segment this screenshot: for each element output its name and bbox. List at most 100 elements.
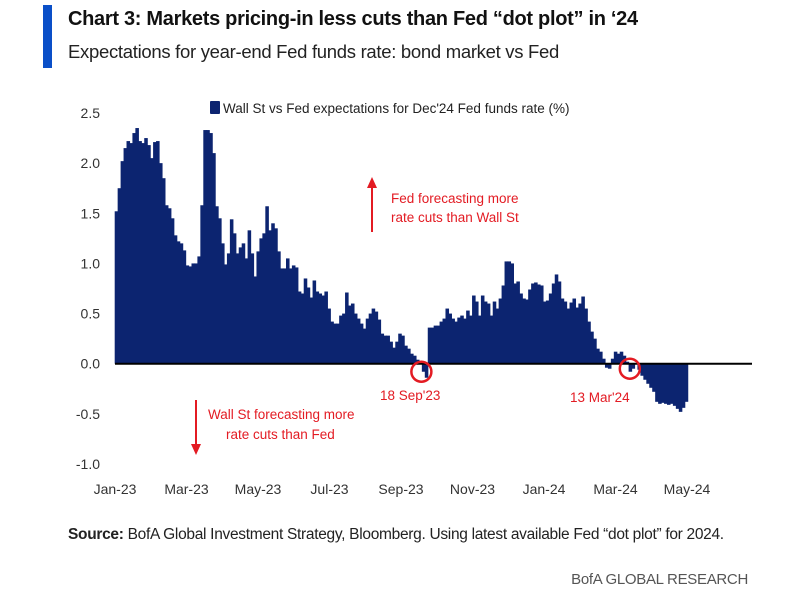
bar [602, 358, 606, 364]
bar [206, 130, 210, 364]
bar [377, 319, 382, 364]
bar [407, 348, 411, 364]
bar [557, 281, 562, 364]
bar [167, 208, 172, 364]
y-tick-label: 0.0 [81, 356, 101, 372]
bar [466, 310, 470, 364]
bar [303, 278, 308, 364]
chart-subtitle: Expectations for year-end Fed funds rate… [68, 41, 560, 62]
bar [280, 268, 284, 364]
bar [404, 345, 408, 364]
bar [359, 323, 364, 364]
bar [587, 321, 591, 364]
bar [442, 318, 447, 364]
bar [684, 363, 689, 402]
bar [563, 301, 568, 364]
sep-marker-circle [410, 360, 433, 383]
bar [259, 238, 263, 364]
bar [531, 283, 535, 364]
bar [339, 315, 343, 364]
bar [353, 313, 358, 364]
annotation-sep: 18 Sep'23 [380, 360, 440, 403]
bar [221, 243, 225, 364]
bar [433, 325, 438, 364]
legend-label: Wall St vs Fed expectations for Dec'24 F… [223, 101, 569, 116]
y-tick-label: 1.5 [81, 205, 101, 221]
bar [247, 230, 252, 364]
bar [483, 301, 488, 364]
x-tick-label: May-23 [235, 481, 282, 497]
bar [141, 143, 145, 364]
bar [566, 308, 571, 364]
bar [229, 219, 234, 364]
bar [664, 363, 668, 404]
bar [501, 285, 506, 364]
bar [604, 363, 609, 368]
legend-swatch [210, 101, 220, 114]
source-note: Source: BofA Global Investment Strategy,… [68, 523, 748, 547]
annotation-up-line-2: rate cuts than Wall St [391, 210, 519, 225]
x-tick-label: Jan-24 [523, 481, 566, 497]
bar [203, 130, 207, 364]
x-tick-label: Jan-23 [94, 481, 137, 497]
bar [528, 289, 532, 364]
bar [374, 311, 379, 364]
source-label: Source: [68, 526, 124, 543]
bar [132, 133, 136, 364]
chart-title: Chart 3: Markets pricing-in less cuts th… [68, 8, 638, 30]
bar [439, 321, 444, 364]
bar [392, 347, 396, 364]
bar [480, 295, 485, 364]
bar [156, 141, 160, 364]
y-tick-label: 1.0 [81, 255, 101, 271]
y-tick-label: 2.0 [81, 155, 101, 171]
bar [265, 206, 269, 364]
bar [365, 318, 370, 364]
bar [472, 295, 476, 364]
annotation-down: Wall St forecasting more rate cuts than … [191, 400, 355, 455]
bar [386, 335, 390, 364]
bar [593, 338, 597, 364]
bar [607, 363, 612, 369]
bar [123, 148, 128, 364]
bar [519, 293, 523, 364]
bar [147, 145, 151, 364]
annotation-mar-label: 13 Mar'24 [570, 390, 630, 405]
bar [424, 363, 429, 378]
bar [475, 301, 479, 364]
bar [554, 274, 559, 364]
bar [194, 263, 198, 364]
bar [498, 298, 503, 364]
x-tick-label: Mar-24 [593, 481, 638, 497]
bar [336, 323, 340, 364]
bar [348, 305, 352, 364]
bar [309, 297, 314, 364]
bar [457, 317, 461, 364]
bar [179, 243, 184, 364]
bar [176, 241, 181, 364]
bar [551, 283, 556, 364]
bar [324, 291, 328, 364]
bar [371, 308, 376, 364]
annotation-down-line-1: Wall St forecasting more [208, 407, 355, 422]
bar [616, 353, 621, 364]
bar [672, 363, 677, 406]
bar [569, 302, 574, 364]
bar [350, 303, 355, 364]
bar [681, 363, 686, 408]
x-tick-label: Jul-23 [310, 481, 348, 497]
bar [655, 363, 659, 402]
bar [117, 188, 122, 364]
bar [380, 333, 385, 364]
bar [312, 280, 317, 364]
bar [144, 138, 148, 364]
bar [318, 293, 323, 364]
bar [164, 205, 169, 364]
bar [291, 265, 296, 364]
bar [383, 335, 388, 364]
x-tick-label: Sep-23 [378, 481, 423, 497]
bar [395, 341, 399, 364]
bar [584, 308, 588, 364]
bar [534, 282, 538, 364]
bar [253, 276, 258, 364]
